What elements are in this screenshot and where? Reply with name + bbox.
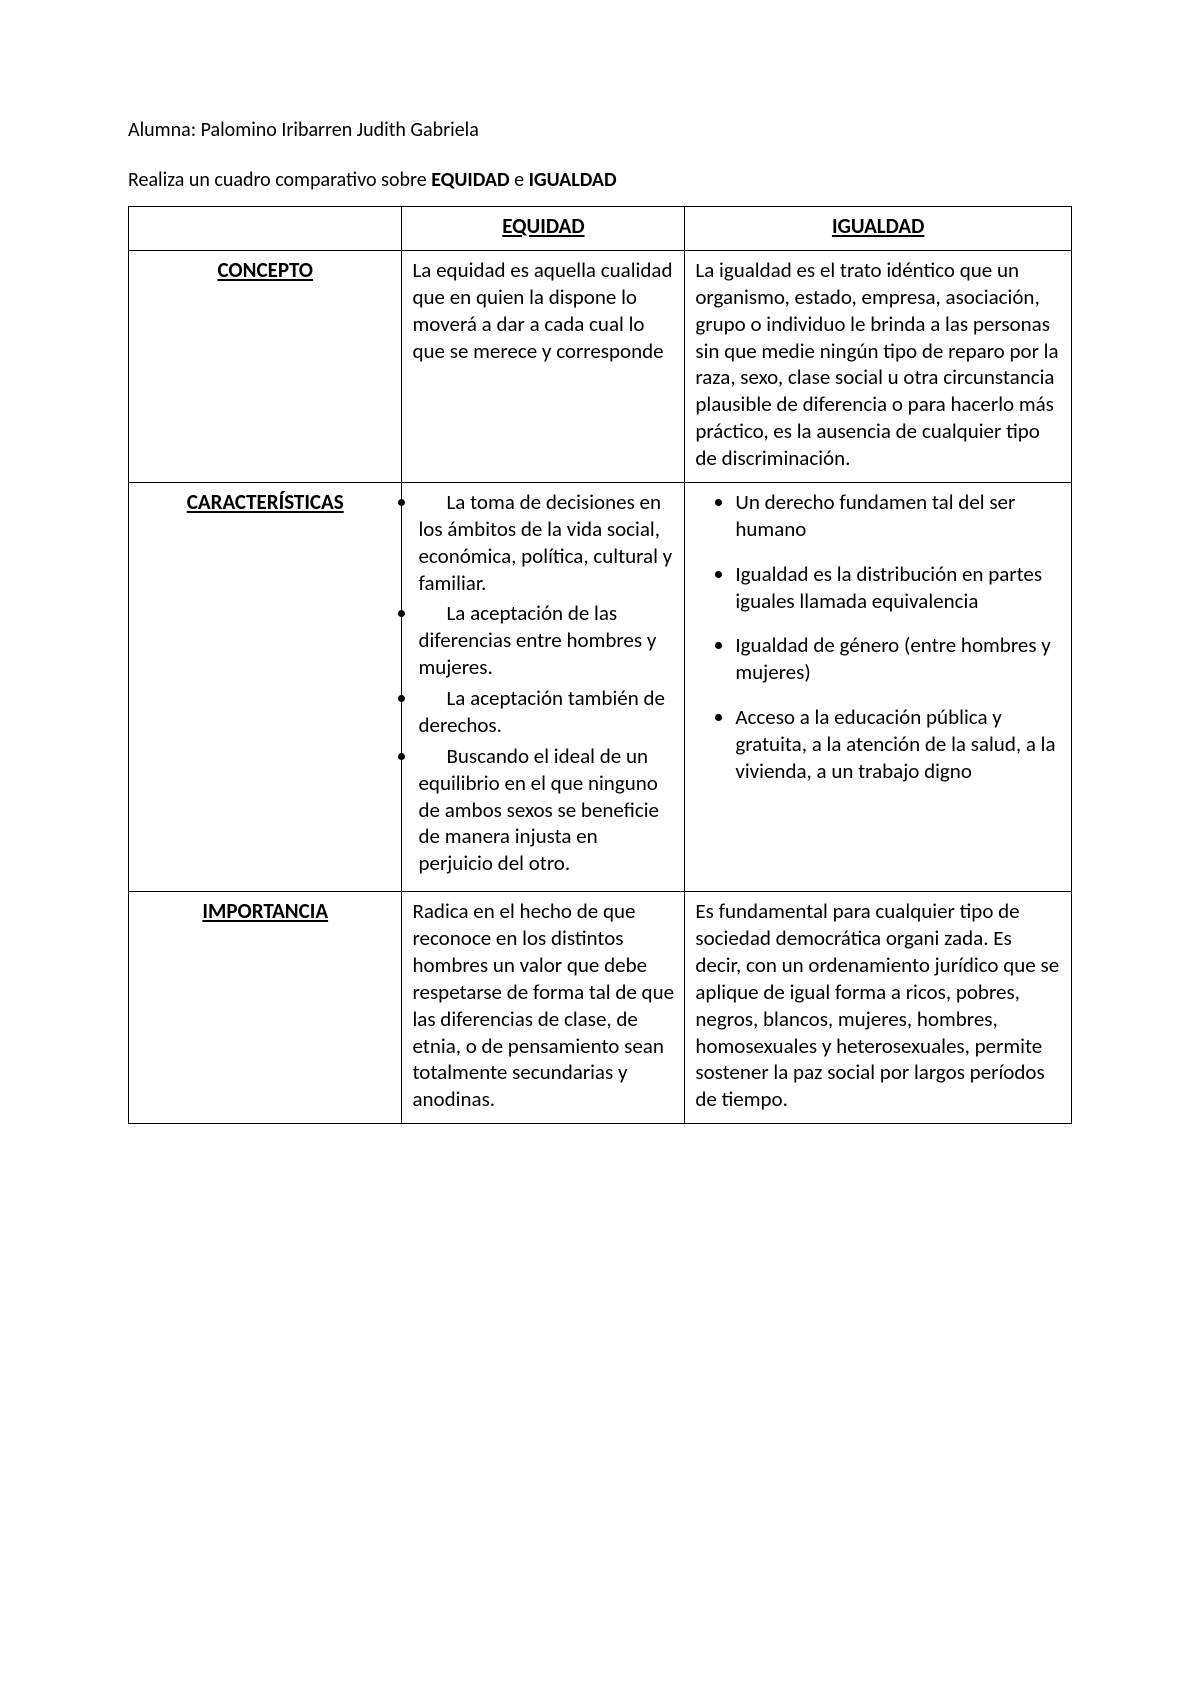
list-item: Buscando el ideal de un equilibrio en el… — [418, 743, 674, 877]
list-item: Un derecho fundamen tal del ser humano — [735, 489, 1061, 543]
student-name: Palomino Iribarren Judith Gabriela — [201, 118, 479, 142]
table-header-row: EQUIDAD IGUALDAD — [129, 207, 1072, 251]
student-line: Alumna: Palomino Iribarren Judith Gabrie… — [128, 118, 1072, 142]
cell-concepto-igualdad: La igualdad es el trato idéntico que un … — [685, 250, 1072, 482]
comparison-table: EQUIDAD IGUALDAD CONCEPTO La equidad es … — [128, 206, 1072, 1124]
student-label: Alumna: — [128, 118, 201, 142]
list-item: Igualdad es la distribución en partes ig… — [735, 561, 1061, 615]
header-blank — [129, 207, 402, 251]
list-item-text: La aceptación de las diferencias entre h… — [418, 600, 674, 681]
instruction-prefix: Realiza un cuadro comparativo sobre — [128, 168, 431, 192]
cell-importancia-igualdad: Es fundamental para cualquier tipo de so… — [685, 892, 1072, 1124]
rowlabel-importancia: IMPORTANCIA — [129, 892, 402, 1124]
cell-caracteristicas-equidad: La toma de decisiones en los ámbitos de … — [402, 482, 685, 891]
header-equidad: EQUIDAD — [402, 207, 685, 251]
list-item-text: La toma de decisiones en los ámbitos de … — [418, 489, 674, 597]
instruction-line: Realiza un cuadro comparativo sobre EQUI… — [128, 168, 1072, 192]
rowlabel-concepto: CONCEPTO — [129, 250, 402, 482]
instruction-joiner: e — [510, 168, 529, 192]
list-item: La toma de decisiones en los ámbitos de … — [418, 489, 674, 597]
cell-importancia-equidad: Radica en el hecho de que reconoce en lo… — [402, 892, 685, 1124]
instruction-term-igualdad: IGUALDAD — [529, 168, 617, 192]
equidad-char-list: La toma de decisiones en los ámbitos de … — [406, 489, 674, 877]
list-item-text: La aceptación también de derechos. — [418, 685, 674, 739]
cell-concepto-equidad: La equidad es aquella cualidad que en qu… — [402, 250, 685, 482]
list-item-text: Buscando el ideal de un equilibrio en el… — [418, 743, 674, 877]
rowlabel-caracteristicas: CARACTERÍSTICAS — [129, 482, 402, 891]
document-page: Alumna: Palomino Iribarren Judith Gabrie… — [0, 0, 1200, 1698]
header-igualdad: IGUALDAD — [685, 207, 1072, 251]
list-item: Acceso a la educación pública y gratuita… — [735, 704, 1061, 785]
instruction-term-equidad: EQUIDAD — [431, 168, 509, 192]
igualdad-char-list: Un derecho fundamen tal del ser humano I… — [695, 489, 1061, 785]
row-importancia: IMPORTANCIA Radica en el hecho de que re… — [129, 892, 1072, 1124]
row-concepto: CONCEPTO La equidad es aquella cualidad … — [129, 250, 1072, 482]
cell-caracteristicas-igualdad: Un derecho fundamen tal del ser humano I… — [685, 482, 1072, 891]
row-caracteristicas: CARACTERÍSTICAS La toma de decisiones en… — [129, 482, 1072, 891]
list-item: La aceptación de las diferencias entre h… — [418, 600, 674, 681]
list-item: La aceptación también de derechos. — [418, 685, 674, 739]
list-item: Igualdad de género (entre hombres y muje… — [735, 632, 1061, 686]
